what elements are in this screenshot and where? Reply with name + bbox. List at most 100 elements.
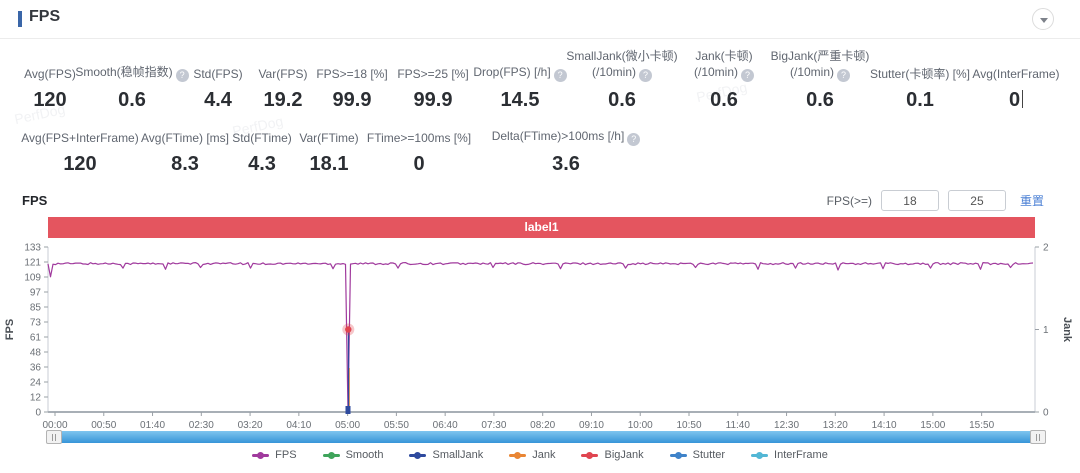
fps-threshold-input-2[interactable] (947, 190, 1006, 211)
stat-label-text: Smooth(稳帧指数) (75, 65, 173, 79)
stat-row1-0: Avg(FPS) 120 (18, 66, 82, 112)
header-divider (0, 38, 1080, 39)
stat-value: 3.6 (552, 153, 580, 175)
stat-value: 0 (1009, 88, 1024, 112)
svg-text:02:30: 02:30 (189, 420, 214, 430)
help-icon[interactable]: ? (639, 69, 652, 82)
svg-text:00:50: 00:50 (91, 420, 116, 430)
stat-label: BigJank(严重卡顿) (/10min)? (770, 48, 870, 82)
stat-value: 0.6 (710, 89, 738, 111)
chevron-down-icon (1040, 18, 1048, 23)
stat-value: 120 (63, 153, 97, 175)
svg-text:10:50: 10:50 (676, 420, 701, 430)
scrollbar-right-handle[interactable] (1030, 430, 1046, 444)
stat-value: 8.3 (171, 153, 199, 175)
stat-value: 120 (33, 89, 67, 111)
legend-marker-icon (581, 451, 599, 459)
stat-row2-2: Std(FTime) 4.3 (228, 130, 296, 176)
scrollbar-left-handle[interactable] (46, 430, 62, 444)
help-icon[interactable]: ? (837, 69, 850, 82)
legend-marker-icon (409, 451, 427, 459)
grip-icon (1036, 434, 1040, 441)
stat-value: 19.2 (263, 89, 303, 111)
stat-label: Avg(InterFrame) (972, 66, 1059, 82)
svg-text:00:00: 00:00 (42, 420, 67, 430)
stat-label: Stutter(卡顿率) [%] (870, 66, 970, 82)
svg-text:13:20: 13:20 (823, 420, 848, 430)
stat-label-text: Jank(卡顿) (695, 49, 753, 63)
help-icon[interactable]: ? (627, 133, 641, 146)
stats-row-1: Avg(FPS) 120 Smooth(稳帧指数)? 0.6 Std(FPS) 4.4 Va… (0, 48, 1080, 112)
svg-text:05:50: 05:50 (384, 420, 409, 430)
svg-text:03:20: 03:20 (238, 420, 263, 430)
stat-value: 0.6 (608, 89, 636, 111)
help-icon[interactable]: ? (553, 69, 567, 82)
legend-item-jank[interactable]: Jank (509, 449, 555, 461)
stat-label-text: Std(FTime) (232, 131, 292, 145)
legend-label: FPS (275, 449, 297, 461)
help-icon[interactable]: ? (175, 69, 189, 82)
stat-value: 99.9 (332, 89, 372, 111)
stat-row1-2: Std(FPS) 4.4 (182, 66, 254, 112)
legend-marker-icon (751, 451, 769, 459)
stat-label-text: Drop(FPS) [/h] (473, 65, 551, 79)
collapse-button[interactable] (1032, 8, 1054, 30)
svg-text:15:00: 15:00 (920, 420, 945, 430)
chart-scrollbar[interactable] (0, 430, 1080, 444)
svg-text:36: 36 (30, 363, 42, 374)
svg-text:01:40: 01:40 (140, 420, 165, 430)
stat-label-text: Avg(FPS) (24, 67, 76, 81)
stat-label-unit: (/10min) (693, 65, 738, 79)
legend-item-interframe[interactable]: InterFrame (751, 449, 828, 461)
stat-row1-10: Stutter(卡顿率) [%] 0.1 (870, 66, 970, 112)
stat-label: Var(FPS) (258, 66, 307, 82)
stat-value: 14.5 (500, 89, 540, 111)
legend-item-smalljank[interactable]: SmallJank (409, 449, 483, 461)
svg-text:0: 0 (1043, 408, 1049, 419)
legend-marker-icon (252, 451, 270, 459)
reset-link[interactable]: 重置 (1019, 194, 1044, 208)
stat-label: FPS>=25 [%] (397, 66, 468, 82)
fps-threshold-input-1[interactable] (880, 190, 939, 211)
legend-label: Stutter (692, 449, 726, 461)
legend-label: Jank (532, 449, 556, 461)
stat-label-text: BigJank(严重卡顿) (770, 49, 870, 63)
stats-row-2: Avg(FPS+InterFrame) 120 Avg(FTime) [ms] 8.3… (0, 128, 1080, 176)
panel-title: FPS (29, 8, 61, 25)
stat-row1-8: Jank(卡顿) (/10min)? 0.6 (678, 48, 770, 112)
legend-item-fps[interactable]: FPS (252, 449, 297, 461)
legend-item-bigjank[interactable]: BigJank (581, 449, 644, 461)
stat-value: 4.3 (248, 153, 276, 175)
svg-text:06:40: 06:40 (433, 420, 458, 430)
svg-text:12: 12 (30, 393, 42, 404)
grip-icon (52, 434, 56, 441)
legend-item-smooth[interactable]: Smooth (322, 449, 384, 461)
help-icon[interactable]: ? (741, 69, 754, 82)
stat-label-unit: (/10min) (591, 65, 636, 79)
chart-section-title: FPS (22, 193, 48, 208)
stat-label: Std(FPS) (193, 66, 242, 82)
svg-text:FPS: FPS (4, 319, 16, 340)
stat-row2-0: Avg(FPS+InterFrame) 120 (18, 130, 142, 176)
stat-value: 99.9 (413, 89, 453, 111)
stat-label-text: Avg(InterFrame) (972, 67, 1060, 81)
fps-threshold-controls: FPS(>=) 重置 (827, 190, 1044, 211)
scrollbar-track[interactable] (48, 431, 1032, 443)
legend-label: Smooth (345, 449, 384, 461)
stat-row1-7: SmallJank(微小卡顿) (/10min)? 0.6 (566, 48, 678, 112)
svg-text:133: 133 (24, 243, 41, 254)
stat-label-text: Var(FPS) (258, 67, 308, 81)
stat-row1-1: Smooth(稳帧指数)? 0.6 (75, 64, 189, 112)
stat-label: Jank(卡顿) (/10min)? (694, 48, 754, 82)
stat-label: Drop(FPS) [/h]? (473, 64, 567, 82)
legend-item-stutter[interactable]: Stutter (669, 449, 726, 461)
stat-label: Delta(FTime)>100ms [/h]? (492, 128, 641, 146)
stat-value: 0.6 (806, 89, 834, 111)
stat-label-text: Std(FPS) (193, 67, 243, 81)
chart-banner: label1 (48, 217, 1035, 238)
stat-label: Avg(FPS+InterFrame) (21, 130, 138, 146)
svg-text:04:10: 04:10 (286, 420, 311, 430)
stat-value: 0.6 (118, 89, 146, 111)
